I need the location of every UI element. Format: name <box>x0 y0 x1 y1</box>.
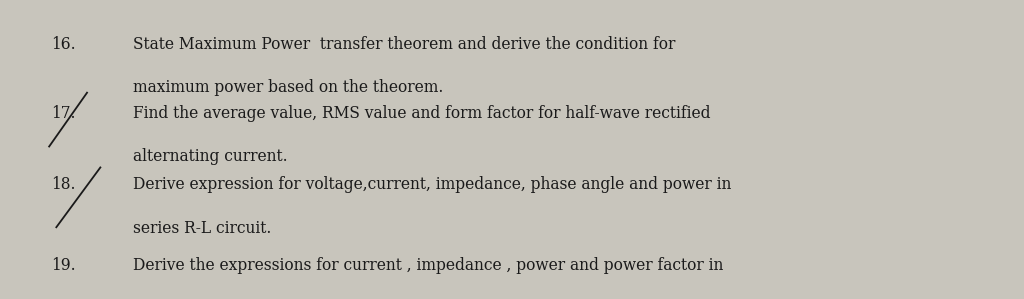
Text: Derive expression for voltage,current, impedance, phase angle and power in: Derive expression for voltage,current, i… <box>133 176 731 193</box>
Text: Find the average value, RMS value and form factor for half-wave rectified: Find the average value, RMS value and fo… <box>133 105 711 122</box>
Text: 18.: 18. <box>51 176 76 193</box>
Text: 16.: 16. <box>51 36 76 53</box>
Text: 19.: 19. <box>51 257 76 274</box>
Text: 17.: 17. <box>51 105 76 122</box>
Text: Derive the expressions for current , impedance , power and power factor in: Derive the expressions for current , imp… <box>133 257 724 274</box>
Text: State Maximum Power  transfer theorem and derive the condition for: State Maximum Power transfer theorem and… <box>133 36 676 53</box>
Text: alternating current.: alternating current. <box>133 148 288 165</box>
Text: maximum power based on the theorem.: maximum power based on the theorem. <box>133 79 443 96</box>
Text: series R-L circuit.: series R-L circuit. <box>133 220 271 237</box>
